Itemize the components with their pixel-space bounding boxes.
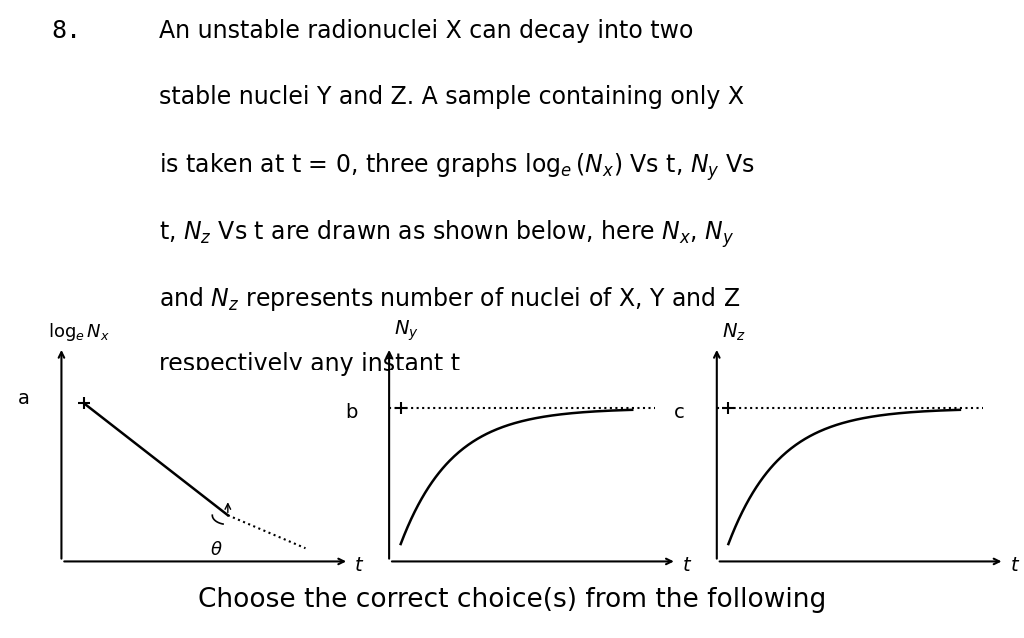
Text: $N_z$: $N_z$ [722, 322, 746, 343]
Text: respectively any instant t: respectively any instant t [159, 352, 460, 376]
Text: a: a [17, 389, 30, 408]
Text: c: c [674, 403, 685, 422]
Text: stable nuclei Y and Z. A sample containing only X: stable nuclei Y and Z. A sample containi… [159, 85, 743, 109]
Text: is taken at t = 0, three graphs $\log_e(N_x)$ Vs t, $N_y$ Vs: is taken at t = 0, three graphs $\log_e(… [159, 152, 755, 183]
Text: $N_y$: $N_y$ [394, 319, 419, 343]
Text: $t$: $t$ [682, 556, 692, 575]
Text: and $N_z$ represents number of nuclei of X, Y and Z: and $N_z$ represents number of nuclei of… [159, 285, 740, 313]
Text: Choose the correct choice(s) from the following: Choose the correct choice(s) from the fo… [198, 587, 826, 612]
Text: t, $N_z$ Vs t are drawn as shown below, here $N_x$, $N_y$: t, $N_z$ Vs t are drawn as shown below, … [159, 218, 734, 250]
Text: $\theta$: $\theta$ [210, 541, 222, 559]
Text: $t$: $t$ [354, 556, 365, 575]
Text: $\log_e N_x$: $\log_e N_x$ [48, 322, 110, 343]
Text: $t$: $t$ [1010, 556, 1020, 575]
Text: An unstable radionuclei X can decay into two: An unstable radionuclei X can decay into… [159, 19, 693, 43]
Text: b: b [345, 403, 357, 422]
Text: 8.: 8. [51, 19, 81, 43]
